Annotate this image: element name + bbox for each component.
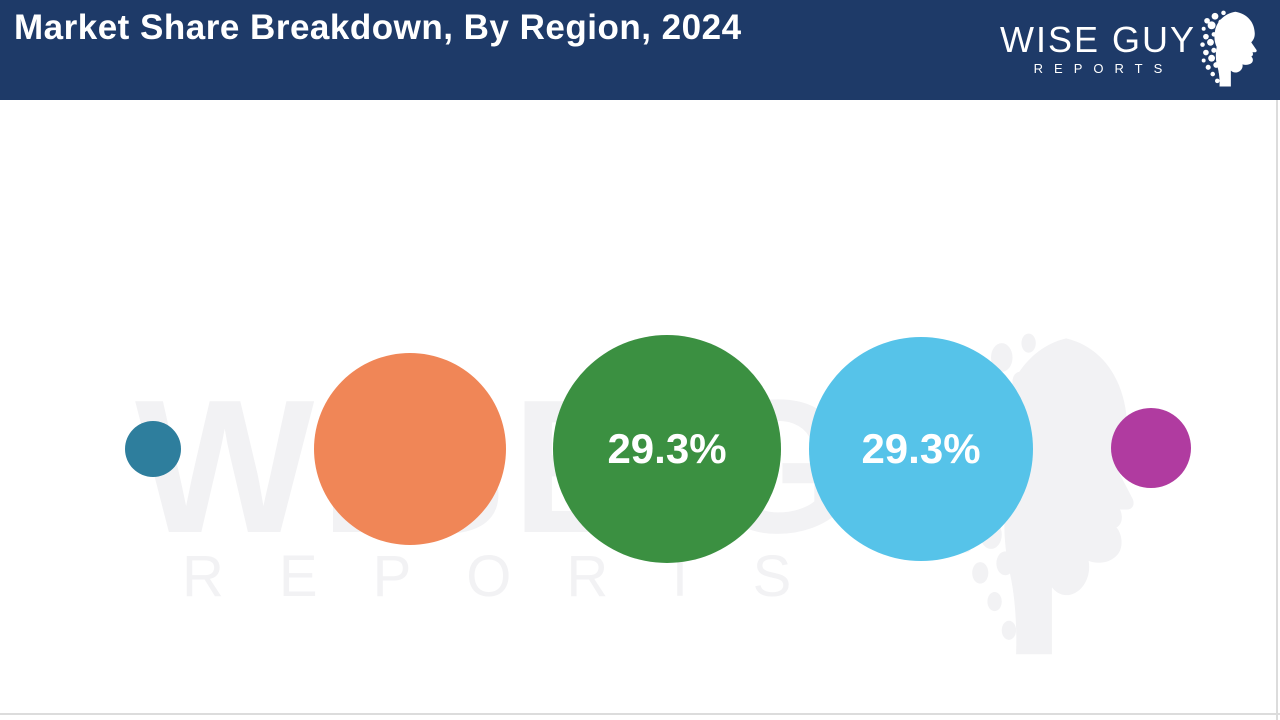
bubble-europe: 29.3%: [553, 335, 781, 563]
logo-subtitle: REPORTS: [1033, 60, 1174, 76]
bubble-south-america: [1111, 408, 1191, 488]
wiseguy-logo-text: WISE GUY REPORTS: [1000, 20, 1196, 76]
bubble-apac: [314, 353, 506, 545]
watermark-subtitle: REPORTS: [182, 544, 847, 609]
right-border-line: [1276, 100, 1278, 720]
page-title: Market Share Breakdown, By Region, 2024: [14, 8, 742, 47]
bottom-border-line: [0, 713, 1280, 715]
logo-wordmark: WISE GUY: [999, 19, 1196, 61]
wiseguy-logo: WISE GUY REPORTS: [1000, 8, 1266, 88]
bubble-value-label: 29.3%: [861, 425, 981, 472]
bubble-chart: WISE GUY REPORTS 29.3%29.3% MEAAPACEurop…: [0, 100, 1280, 720]
bubble-mea: [125, 421, 181, 477]
header-bar: Market Share Breakdown, By Region, 2024 …: [0, 0, 1280, 100]
bubble-north-america: 29.3%: [809, 337, 1033, 561]
wiseguy-face-logo-icon: [1200, 10, 1257, 87]
bubble-value-label: 29.3%: [607, 425, 727, 472]
